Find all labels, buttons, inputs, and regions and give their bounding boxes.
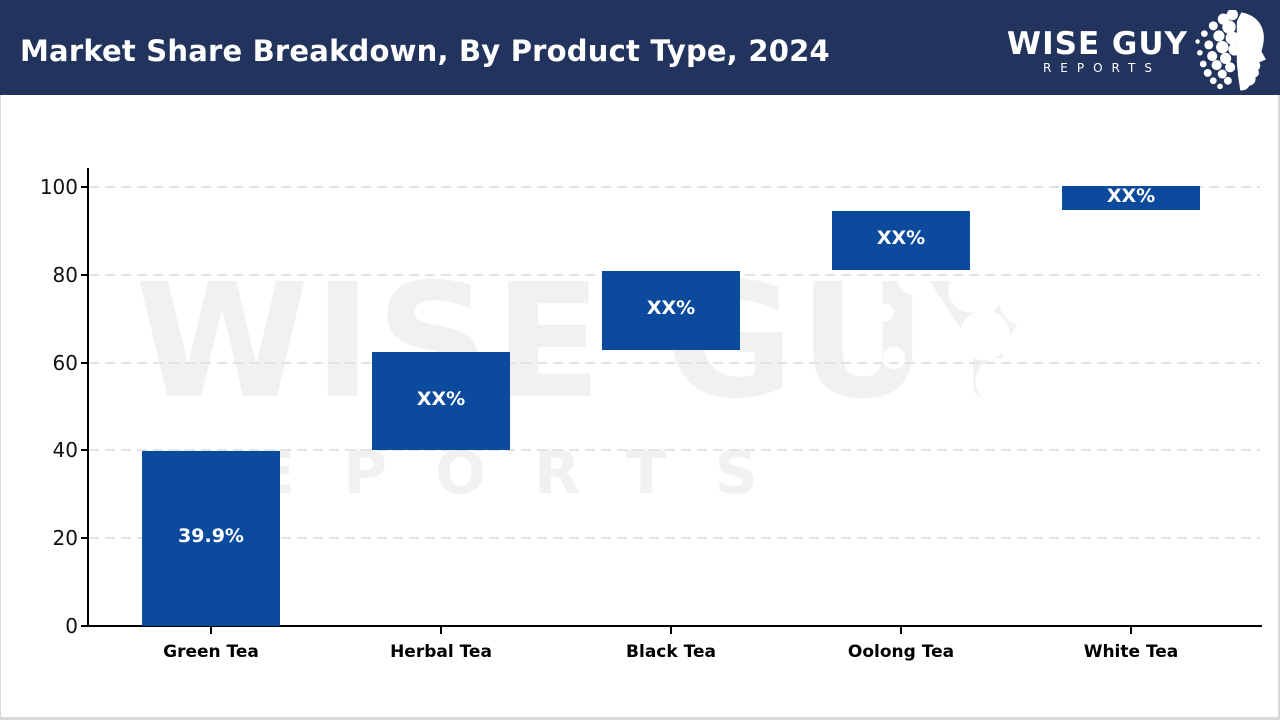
x-axis-category-label: Herbal Tea bbox=[390, 642, 492, 662]
x-axis-category-label: White Tea bbox=[1083, 642, 1179, 662]
x-axis-tick-mark bbox=[210, 627, 212, 634]
gridline bbox=[89, 537, 1260, 540]
bar-value-label: 39.9% bbox=[178, 525, 244, 548]
gridline bbox=[89, 186, 1260, 188]
y-axis-tick-label: 60 bbox=[52, 350, 78, 375]
y-axis-tick-mark bbox=[81, 361, 88, 364]
bar-value-label: XX% bbox=[876, 227, 926, 250]
gridline bbox=[89, 449, 1260, 452]
wiseguy-face-icon bbox=[1195, 10, 1266, 91]
y-axis-tick-label: 100 bbox=[39, 175, 78, 199]
y-axis-tick-mark bbox=[81, 186, 88, 188]
logo-line2: REPORTS bbox=[1042, 60, 1161, 75]
bar-value-label: XX% bbox=[416, 387, 466, 410]
y-axis-tick-mark bbox=[81, 625, 88, 627]
x-axis-tick-mark bbox=[670, 627, 672, 634]
bar-value-label: XX% bbox=[1106, 185, 1156, 208]
x-axis-tick-mark bbox=[440, 627, 442, 634]
header: Market Share Breakdown, By Product Type,… bbox=[0, 0, 1280, 95]
y-axis-line bbox=[87, 168, 89, 627]
gridline bbox=[89, 361, 1260, 364]
y-axis-tick-label: 40 bbox=[52, 438, 78, 463]
bar-oolong-tea bbox=[832, 210, 970, 270]
bar-black-tea bbox=[602, 270, 740, 350]
bar-green-tea bbox=[142, 450, 280, 626]
wiseguy-logo: WISE GUY REPORTS bbox=[1007, 10, 1266, 91]
x-axis-category-label: Black Tea bbox=[626, 642, 716, 662]
x-axis-tick-mark bbox=[900, 627, 902, 634]
y-axis-tick-label: 80 bbox=[52, 262, 78, 287]
logo-line1: WISE GUY bbox=[1006, 25, 1188, 62]
y-axis-tick-mark bbox=[81, 537, 88, 540]
y-axis-tick-mark bbox=[81, 449, 88, 452]
x-axis-category-label: Green Tea bbox=[163, 642, 259, 662]
wiseguy-logo-text: WISE GUY REPORTS bbox=[1007, 27, 1188, 75]
y-axis-tick-label: 0 bbox=[65, 614, 78, 638]
bar-white-tea bbox=[1062, 186, 1200, 211]
bar-herbal-tea bbox=[372, 352, 510, 450]
y-axis-tick-label: 20 bbox=[52, 526, 78, 551]
page-title: Market Share Breakdown, By Product Type,… bbox=[20, 33, 830, 68]
bar-value-label: XX% bbox=[646, 297, 696, 320]
x-axis-category-label: Oolong Tea bbox=[847, 642, 955, 662]
y-axis-tick-mark bbox=[81, 273, 88, 276]
x-axis-line bbox=[87, 625, 1262, 627]
x-axis-tick-mark bbox=[1130, 627, 1132, 634]
